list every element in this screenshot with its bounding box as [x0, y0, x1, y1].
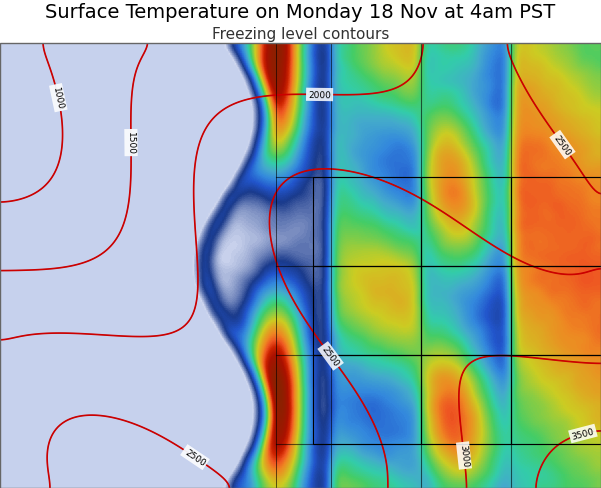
Bar — [511, 355, 601, 444]
Text: 1000: 1000 — [52, 86, 65, 111]
Text: 3500: 3500 — [570, 427, 595, 441]
Bar — [313, 355, 421, 444]
Bar — [313, 266, 421, 355]
Bar — [421, 177, 511, 266]
Text: 1500: 1500 — [126, 132, 136, 155]
Text: Surface Temperature on Monday 18 Nov at 4am PST: Surface Temperature on Monday 18 Nov at … — [45, 3, 556, 22]
Bar — [511, 266, 601, 355]
Text: Freezing level contours: Freezing level contours — [212, 27, 389, 42]
Text: 3000: 3000 — [458, 444, 470, 468]
Bar — [421, 266, 511, 355]
Text: 2500: 2500 — [320, 345, 341, 368]
Text: 2000: 2000 — [308, 91, 331, 100]
Text: 2500: 2500 — [552, 133, 573, 157]
Bar — [421, 355, 511, 444]
Bar — [313, 177, 421, 266]
Text: 2500: 2500 — [183, 447, 207, 468]
Bar — [511, 177, 601, 266]
